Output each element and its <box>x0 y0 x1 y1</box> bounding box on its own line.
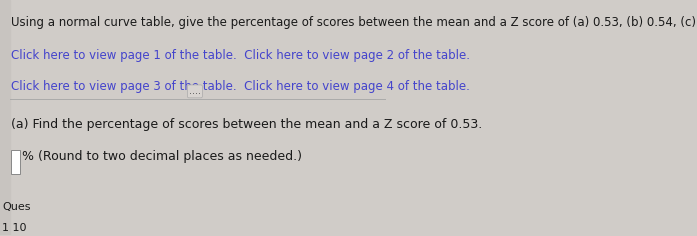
Text: Using a normal curve table, give the percentage of scores between the mean and a: Using a normal curve table, give the per… <box>11 17 697 30</box>
Text: (a) Find the percentage of scores between the mean and a Z score of 0.53.: (a) Find the percentage of scores betwee… <box>11 118 482 131</box>
Text: ....: .... <box>189 86 201 96</box>
Bar <box>0 0 10 235</box>
Text: 1 10: 1 10 <box>2 223 26 233</box>
Bar <box>11 151 20 174</box>
Text: % (Round to two decimal places as needed.): % (Round to two decimal places as needed… <box>22 151 302 164</box>
Text: Ques: Ques <box>2 202 31 212</box>
Text: Click here to view page 1 of the table.  Click here to view page 2 of the table.: Click here to view page 1 of the table. … <box>11 49 470 62</box>
Text: Click here to view page 3 of the table.  Click here to view page 4 of the table.: Click here to view page 3 of the table. … <box>11 80 470 93</box>
